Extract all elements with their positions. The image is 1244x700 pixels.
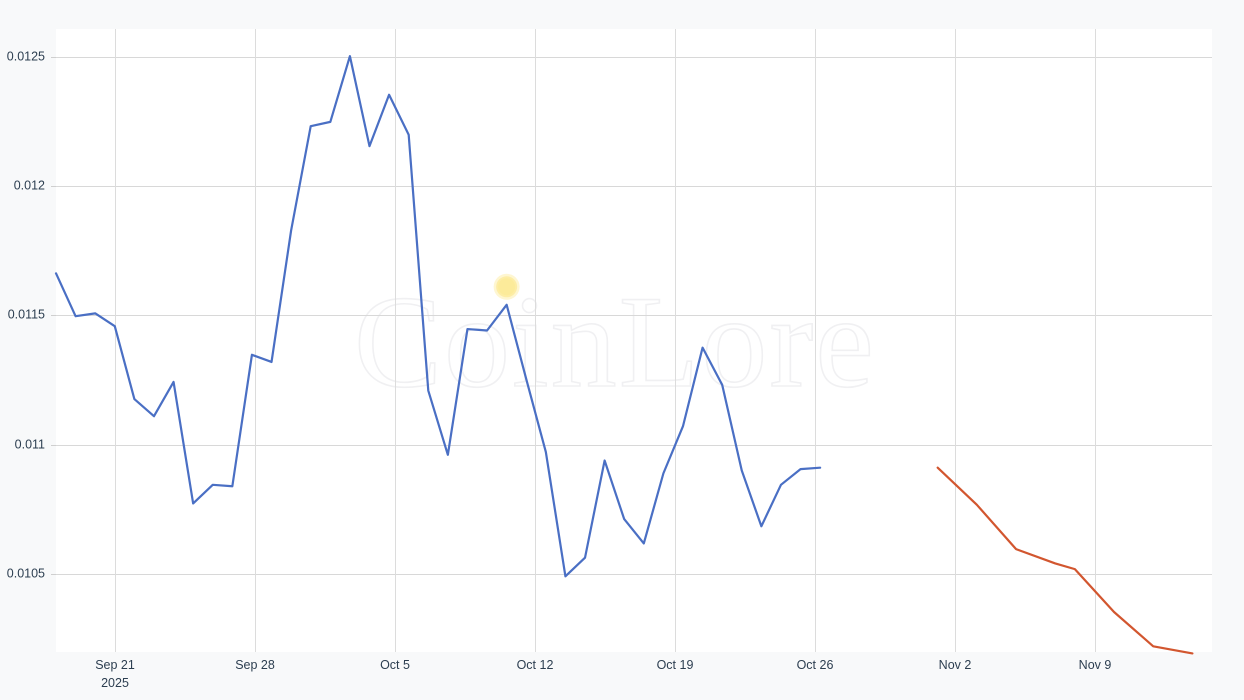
x-tick-label-5: Oct 26 <box>797 658 834 672</box>
highlight-marker[interactable] <box>493 273 520 300</box>
vertical-gridlines <box>115 29 1096 652</box>
x-axis-year-label: 2025 <box>101 676 129 690</box>
y-tick-label-3: 0.011 <box>15 437 45 451</box>
y-tick-label-0: 0.0125 <box>7 49 45 63</box>
y-axis-tick-marks <box>51 57 56 575</box>
y-tick-label-4: 0.0105 <box>7 566 45 580</box>
x-tick-label-6: Nov 2 <box>939 658 972 672</box>
watermark: CoinLore <box>353 267 876 416</box>
historical-price-line[interactable] <box>54 55 822 578</box>
x-tick-label-0: Sep 21 <box>95 658 135 672</box>
watermark-text: CoinLore <box>354 268 876 415</box>
plot-area-background <box>56 29 1212 652</box>
y-tick-label-1: 0.012 <box>14 178 45 192</box>
y-tick-label-2: 0.0115 <box>8 307 45 321</box>
x-tick-label-1: Sep 28 <box>235 658 275 672</box>
marker-dot-core <box>498 278 516 296</box>
forecast-price-line[interactable] <box>936 466 1194 655</box>
x-axis-labels: Sep 21 2025 Sep 28 Oct 5 Oct 12 Oct 19 O… <box>95 658 1111 690</box>
x-tick-label-7: Nov 9 <box>1079 658 1112 672</box>
x-tick-label-4: Oct 19 <box>657 658 694 672</box>
y-axis-labels: 0.0125 0.012 0.0115 0.011 0.0105 <box>7 49 45 580</box>
horizontal-gridlines <box>56 57 1212 575</box>
x-tick-label-3: Oct 12 <box>517 658 554 672</box>
x-tick-label-2: Oct 5 <box>380 658 410 672</box>
